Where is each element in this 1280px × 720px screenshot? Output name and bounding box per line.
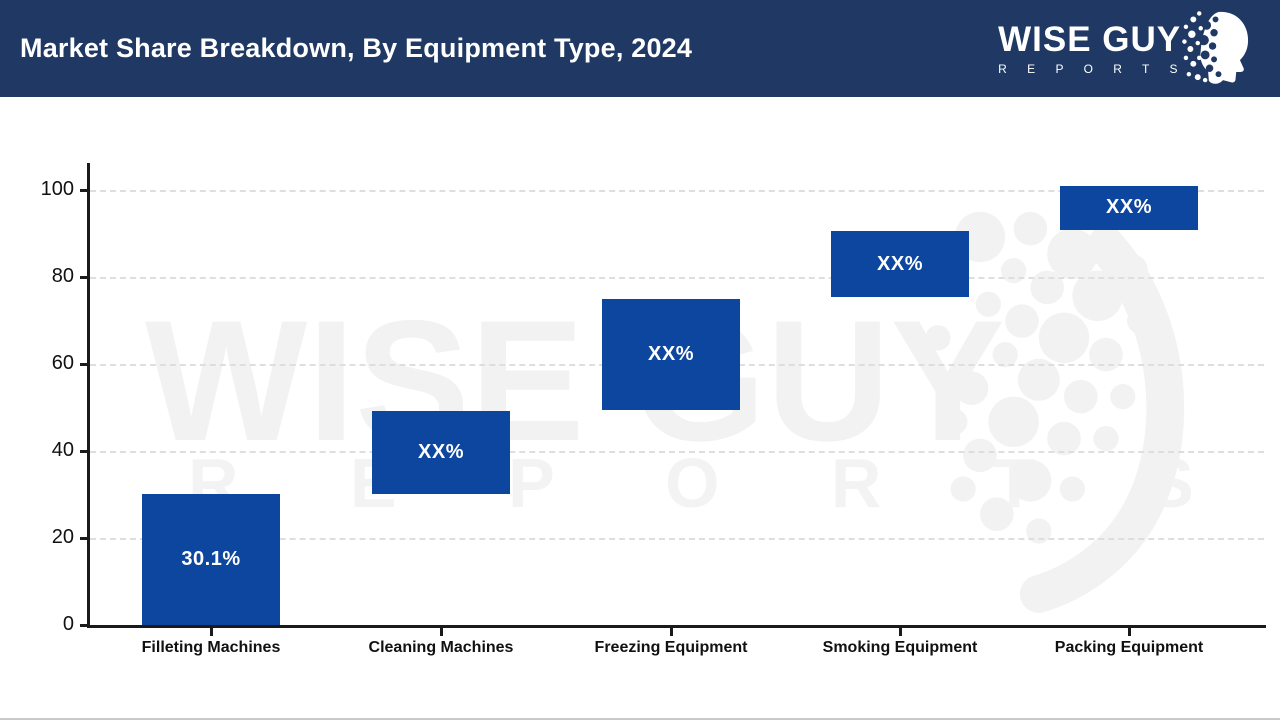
bar-value-label: 30.1% — [181, 548, 241, 571]
x-tick-mark — [440, 628, 443, 636]
y-tick-mark-80 — [80, 276, 88, 279]
y-axis-tick-label: 20 — [51, 526, 74, 548]
y-axis-tick-label: 40 — [51, 439, 74, 461]
bar-value-label: XX% — [648, 342, 694, 365]
bar-segment: XX% — [1060, 185, 1198, 230]
y-tick-mark-100 — [80, 189, 88, 192]
y-tick-mark-60 — [80, 363, 88, 366]
logo-subtitle: R E P O R T S — [998, 61, 1186, 76]
y-tick-mark-20 — [80, 537, 88, 540]
y-axis-tick-label: 60 — [51, 352, 74, 374]
x-tick-mark — [670, 628, 673, 636]
x-axis-spine — [87, 625, 1266, 628]
x-axis-label: Freezing Equipment — [594, 639, 748, 656]
x-axis-label: Packing Equipment — [1054, 639, 1204, 656]
gridline-20 — [90, 538, 1264, 540]
bar-value-label: XX% — [1106, 196, 1152, 219]
wise-guy-reports-logo: WISE GUY R E P O R T S — [998, 9, 1254, 89]
logo-face-icon — [1182, 10, 1249, 84]
logo-wordmark: WISE GUY — [998, 19, 1182, 59]
x-axis-label: Filleting Machines — [141, 639, 281, 656]
bar-segment: XX% — [831, 230, 969, 298]
x-axis-label: Smoking Equipment — [822, 639, 978, 656]
bar-segment: XX% — [372, 410, 510, 495]
gridline-100 — [90, 190, 1264, 192]
bar-value-label: XX% — [418, 440, 464, 463]
bar-value-label: XX% — [877, 252, 923, 275]
x-axis-label: Cleaning Machines — [368, 639, 514, 656]
gridline-80 — [90, 277, 1264, 279]
watermark-text-line1: WISE GUY — [145, 285, 1006, 477]
y-tick-mark-40 — [80, 450, 88, 453]
x-tick-mark — [899, 628, 902, 636]
gridline-40 — [90, 451, 1264, 453]
x-tick-mark — [210, 628, 213, 636]
bottom-divider — [0, 718, 1280, 720]
y-axis-spine — [87, 163, 90, 628]
bar-segment: 30.1% — [142, 494, 280, 625]
y-tick-mark-0 — [80, 624, 88, 627]
page-title: Market Share Breakdown, By Equipment Typ… — [20, 33, 693, 63]
y-axis-tick-label: 80 — [51, 265, 74, 287]
logo-text: WISE GUY R E P O R T S — [998, 22, 1186, 76]
header-bar: Market Share Breakdown, By Equipment Typ… — [0, 0, 1280, 97]
y-axis-tick-label: 0 — [62, 613, 74, 635]
x-tick-mark — [1128, 628, 1131, 636]
bar-segment: XX% — [602, 298, 740, 410]
y-axis-tick-label: 100 — [40, 178, 74, 200]
